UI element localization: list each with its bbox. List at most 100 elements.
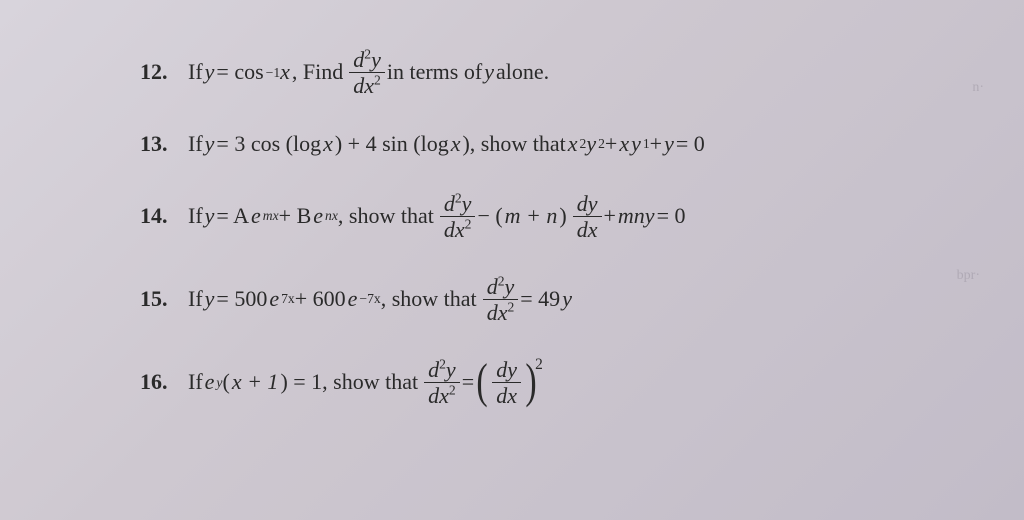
var-y: y [664, 131, 674, 157]
problem-16: 16. If e y ( x + 1 ) = 1, show that d2y d… [140, 358, 944, 407]
text: + [605, 131, 617, 157]
d: d [353, 47, 364, 72]
text: + [650, 131, 662, 157]
text: ) [559, 203, 566, 229]
fraction-dy-dx: dy dx [492, 358, 521, 407]
problem-body: If y = 500 e7x + 600 e−7x , show that d2… [188, 275, 944, 324]
text: , Find [292, 59, 343, 85]
text: If [188, 131, 203, 157]
problem-number: 12. [140, 59, 188, 85]
var-x: x [280, 59, 290, 85]
fraction-d2y-dx2: d2y dx2 [483, 275, 519, 324]
y: y [462, 191, 472, 216]
problem-body: If e y ( x + 1 ) = 1, show that d2y dx2 =… [188, 358, 944, 407]
problem-body: If y = cos−1 x , Find d2y dx2 in terms o… [188, 48, 944, 97]
text: , show that [338, 203, 434, 229]
var-y: y [205, 203, 215, 229]
sup: 2 [455, 190, 462, 205]
text: + [604, 203, 616, 229]
e: e [251, 203, 261, 229]
xp1: x + 1 [232, 369, 279, 395]
text: ( [222, 369, 229, 395]
fraction-d2y-dx2: d2y dx2 [349, 48, 385, 97]
dx: dx [492, 382, 521, 407]
y: y [371, 47, 381, 72]
problem-number: 16. [140, 369, 188, 395]
problem-13: 13. If y = 3 cos (log x ) + 4 sin (log x… [140, 131, 944, 157]
problem-number: 14. [140, 203, 188, 229]
text: ) = 1, show that [280, 369, 418, 395]
problem-number: 15. [140, 286, 188, 312]
text: = 3 cos (log [216, 131, 321, 157]
text: − ( [477, 203, 502, 229]
sup-txt: 7x [281, 291, 295, 306]
sup: 2 [449, 383, 456, 398]
text: ), show that [462, 131, 565, 157]
d: d [487, 274, 498, 299]
var-y: y [205, 131, 215, 157]
mny: mny [618, 203, 655, 229]
sup: 2 [465, 216, 472, 231]
left-paren-icon: ( [477, 363, 488, 402]
problem-body: If y = A emx + B enx , show that d2y dx2… [188, 192, 944, 241]
fraction-dy-dx: dy dx [573, 192, 602, 241]
page-artifact: bpr· [957, 268, 980, 284]
e: e [348, 286, 358, 312]
text: If [188, 286, 203, 312]
e: e [205, 369, 215, 395]
dx: dx [487, 300, 508, 325]
text: = 0 [657, 203, 686, 229]
e: e [313, 203, 323, 229]
page-artifact: n· [972, 80, 984, 96]
text: = 500 [216, 286, 267, 312]
sup: 2 [507, 300, 514, 315]
d: d [444, 191, 455, 216]
fraction-d2y-dx2: d2y dx2 [440, 192, 476, 241]
text: = 0 [676, 131, 705, 157]
dx: dx [573, 216, 602, 241]
text: = cos [216, 59, 263, 85]
dx: dx [444, 217, 465, 242]
dx: dx [353, 73, 374, 98]
sup: 2 [439, 357, 446, 372]
text: If [188, 203, 203, 229]
paren-squared: ( dy dx ) 2 [476, 358, 543, 407]
var-y: y [631, 131, 641, 157]
exercise-page: 12. If y = cos−1 x , Find d2y dx2 in ter… [0, 0, 1024, 407]
var-x: x [568, 131, 578, 157]
dx: dx [428, 383, 449, 408]
var-x: x [619, 131, 629, 157]
var-y: y [205, 59, 215, 85]
text: alone. [496, 59, 549, 85]
fraction-d2y-dx2: d2y dx2 [424, 358, 460, 407]
problem-15: 15. If y = 500 e7x + 600 e−7x , show tha… [140, 275, 944, 324]
y: y [446, 357, 456, 382]
dy: dy [573, 192, 602, 216]
text: = [462, 369, 474, 395]
text: If [188, 59, 203, 85]
sup: 2 [374, 73, 381, 88]
text: + B [279, 203, 312, 229]
var-y: y [205, 286, 215, 312]
text: , show that [381, 286, 477, 312]
text: + 600 [295, 286, 346, 312]
text: If [188, 369, 203, 395]
e: e [269, 286, 279, 312]
problem-number: 13. [140, 131, 188, 157]
mn: m + n [505, 203, 558, 229]
text: in terms of [387, 59, 482, 85]
var-y: y [562, 286, 572, 312]
problem-12: 12. If y = cos−1 x , Find d2y dx2 in ter… [140, 48, 944, 97]
d: d [428, 357, 439, 382]
dy: dy [492, 358, 521, 382]
var-y: y [484, 59, 494, 85]
problem-14: 14. If y = A emx + B enx , show that d2y… [140, 192, 944, 241]
y: y [505, 274, 515, 299]
sup: 2 [498, 273, 505, 288]
right-paren-icon: ) [525, 363, 536, 402]
sup-txt: −7x [359, 291, 380, 306]
text: ) + 4 sin (log [335, 131, 449, 157]
var-x: x [323, 131, 333, 157]
var-x: x [451, 131, 461, 157]
var-y: y [586, 131, 596, 157]
